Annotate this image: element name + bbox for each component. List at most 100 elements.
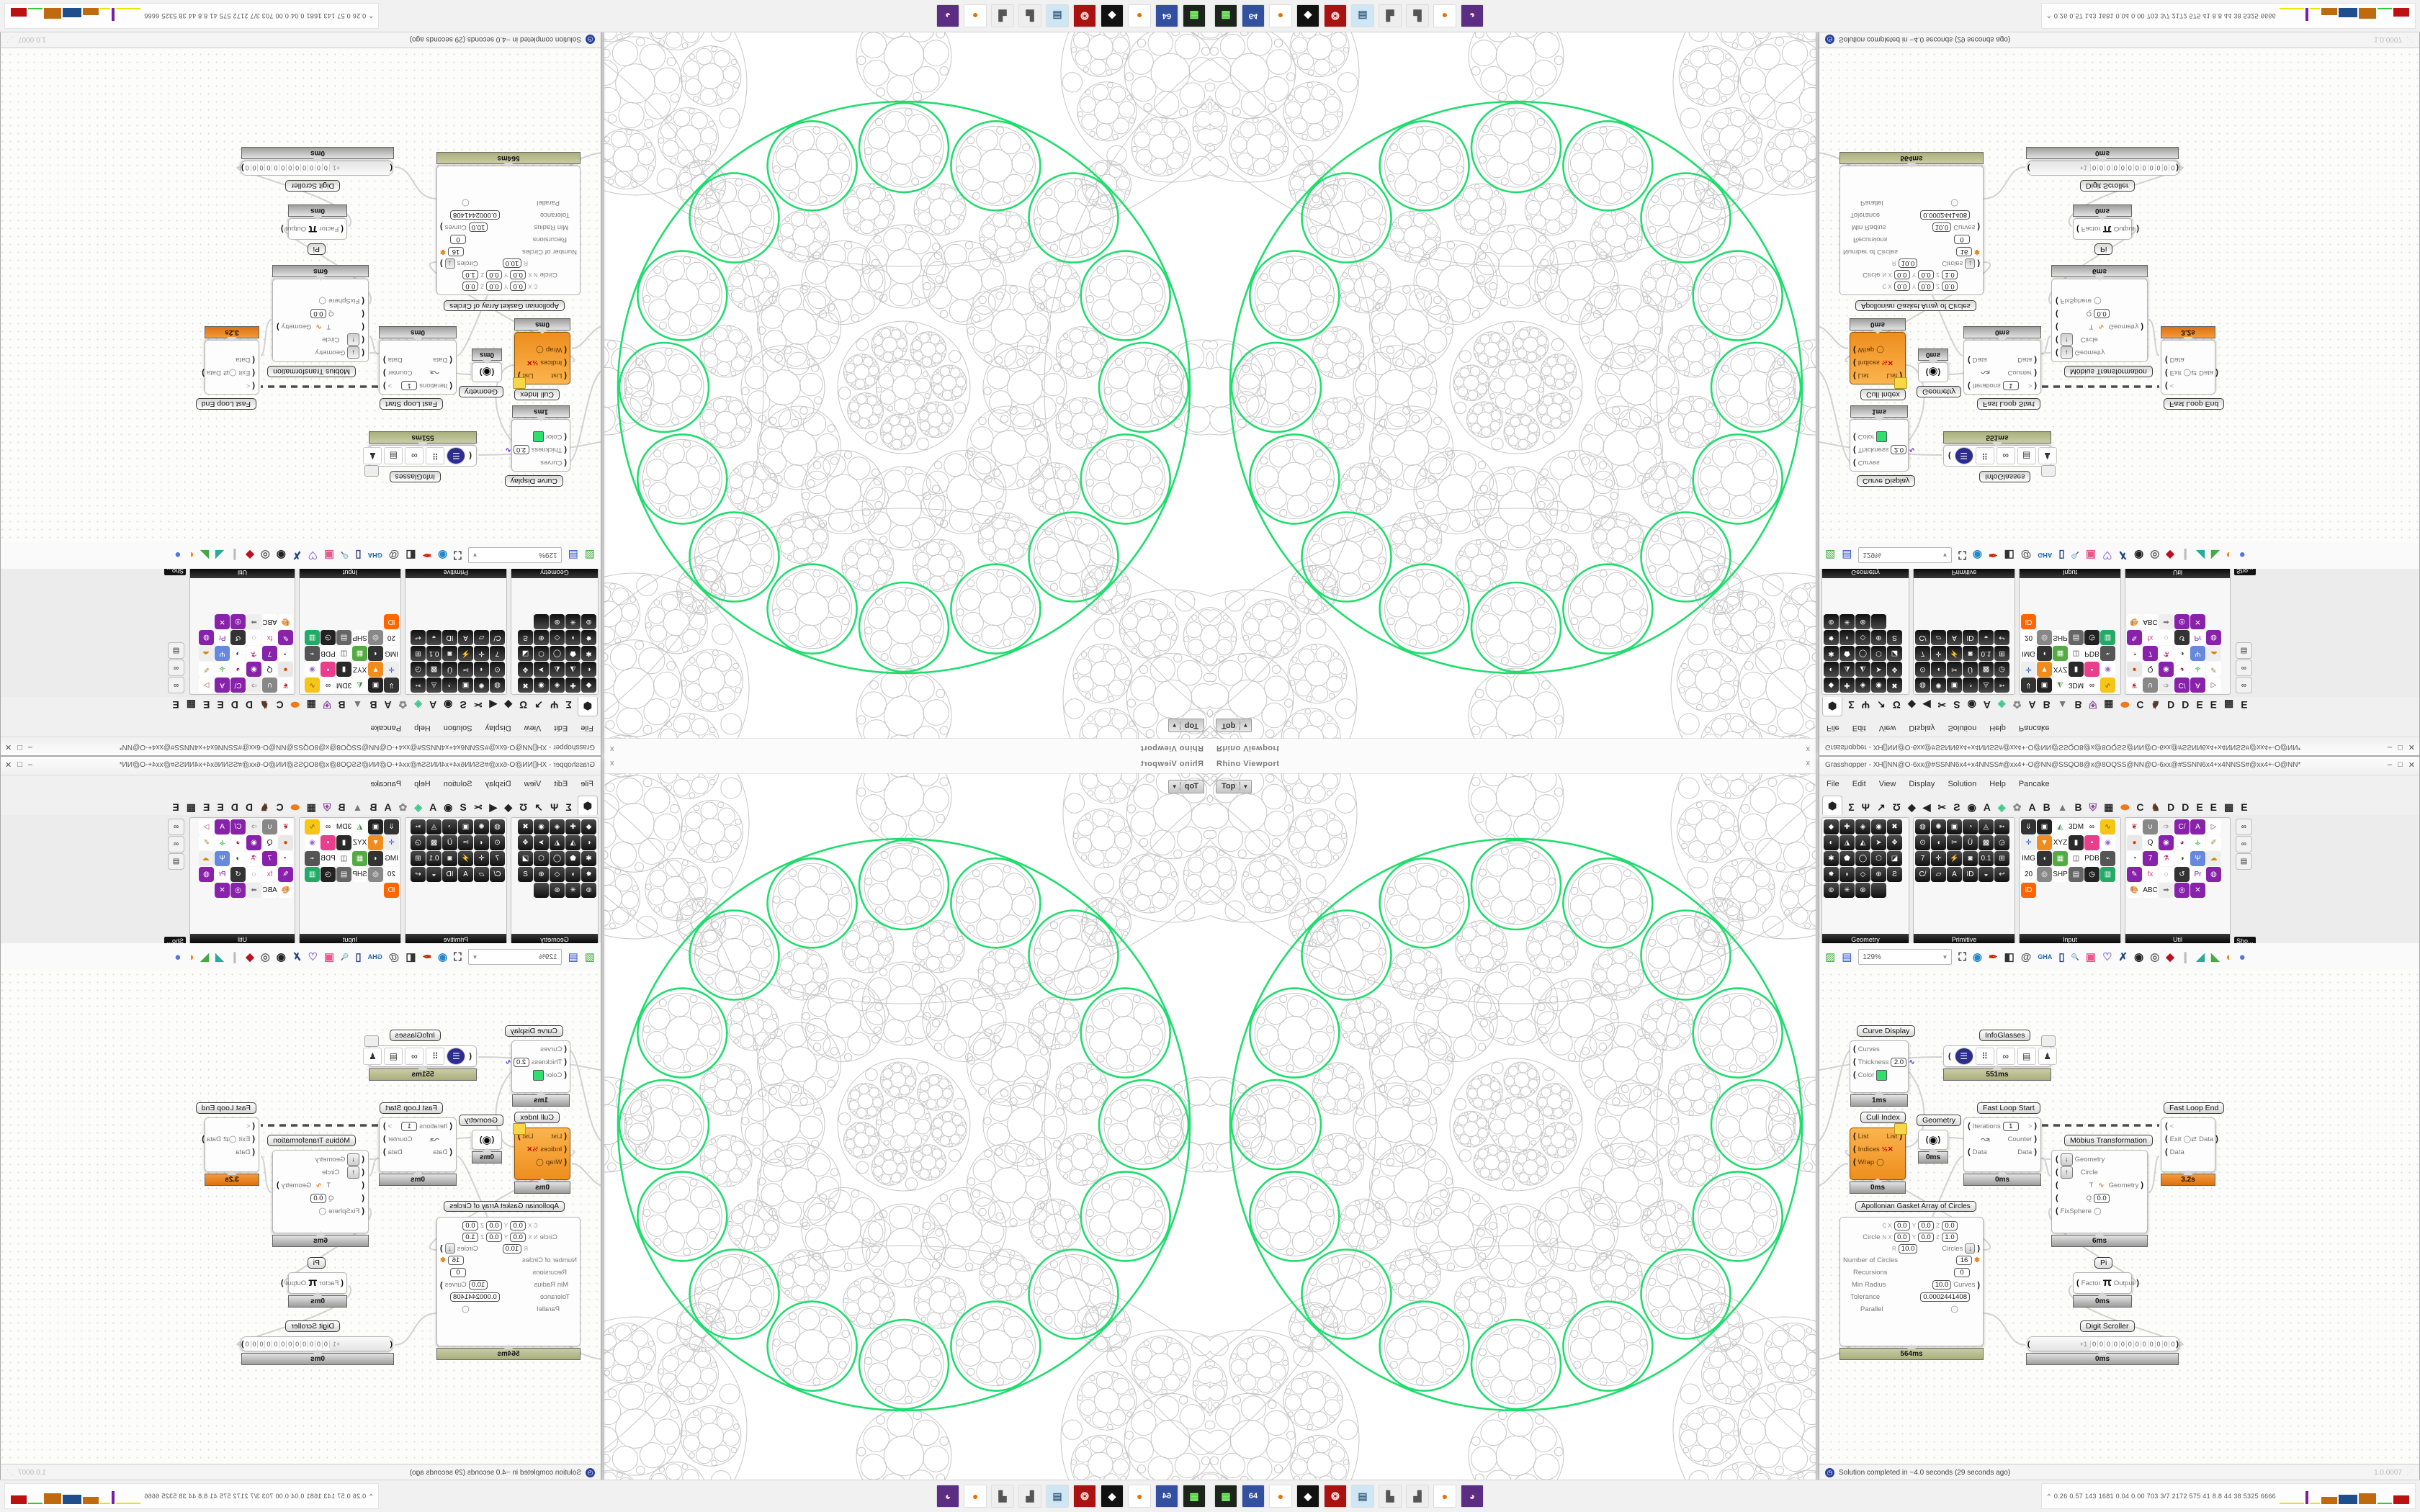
menu-item-help[interactable]: Help xyxy=(414,724,431,732)
component-tab-1[interactable]: Σ xyxy=(565,801,572,813)
component-icon[interactable]: ◐ xyxy=(1824,835,1839,850)
digit-cell[interactable]: 0 xyxy=(322,164,330,172)
node-label-fast-loop-start[interactable]: Fast Loop Start xyxy=(1977,398,2040,410)
component-tab-8[interactable]: Ƨ xyxy=(1953,801,1960,813)
palette-label[interactable]: Geometry xyxy=(1822,567,1909,578)
taskbar-app-icon[interactable]: ▟ xyxy=(991,4,1014,27)
component-icon[interactable]: ◉ xyxy=(2100,662,2115,677)
component-icon[interactable]: ◔ xyxy=(2127,851,2142,866)
menu-item-pancake[interactable]: Pancake xyxy=(2018,780,2050,788)
component-icon[interactable]: ⌁ xyxy=(2100,646,2115,661)
viewport-close-icon[interactable]: x xyxy=(1806,759,1811,768)
node-label-fast-loop-end[interactable]: Fast Loop End xyxy=(195,398,256,410)
component-tab-2[interactable]: Ψ xyxy=(550,699,559,711)
grasshopper-titlebar[interactable]: Grasshopper - XH[]NN@O-6xx@#SSNN6x4+x4NN… xyxy=(1819,737,2419,755)
component-icon[interactable]: ● xyxy=(2127,662,2142,677)
component-tab-3[interactable]: ↗ xyxy=(534,801,544,813)
component-icon[interactable]: ▪ xyxy=(2084,835,2099,850)
taskbar-app-icon[interactable]: ▙ xyxy=(1018,4,1041,27)
apollonian-gasket-canvas[interactable] xyxy=(604,773,1210,1480)
viewport-projection-dropdown[interactable]: Top ▼ xyxy=(1216,780,1252,793)
minimize-button[interactable]: – xyxy=(27,743,32,752)
component-icon[interactable]: ◔ xyxy=(442,678,457,693)
system-tray[interactable]: ^ 0.26 0.57 143 1681 0.04 0.00 703 3/7 2… xyxy=(4,1483,380,1509)
component-icon[interactable]: ⬡ xyxy=(1871,851,1886,866)
component-icon[interactable]: ⬟ xyxy=(565,646,581,661)
component-icon[interactable]: ◍ xyxy=(490,678,505,693)
digit-cell[interactable]: 0 xyxy=(2154,164,2162,172)
component-icon[interactable]: Ψ xyxy=(215,646,230,661)
node-label-infoglasses[interactable]: InfoGlasses xyxy=(1979,471,2031,482)
component-icon[interactable]: ◗ xyxy=(1839,630,1855,645)
component-icon[interactable]: ✺ xyxy=(474,819,489,834)
component-icon[interactable]: ▣ xyxy=(1947,819,1962,834)
component-icon[interactable]: ✛ xyxy=(2021,662,2036,677)
component-icon[interactable]: ◶ xyxy=(1994,835,2009,850)
component-icon[interactable]: ▩ xyxy=(1978,662,1994,677)
component-icon[interactable]: ✎ xyxy=(278,867,293,882)
taskbar-app-icon[interactable]: ▙ xyxy=(1379,4,1402,27)
component-icon[interactable]: PDB xyxy=(321,851,336,866)
toolbar-icon[interactable]: ◣ xyxy=(200,549,210,562)
component-icon[interactable]: ▦ xyxy=(2053,851,2068,866)
component-tab-20[interactable]: C xyxy=(2136,699,2144,711)
component-tab-17[interactable]: ⛨ xyxy=(323,699,331,711)
toolbar-icon[interactable]: ▣ xyxy=(2085,950,2097,963)
component-icon[interactable]: 7 xyxy=(262,646,277,661)
component-icon[interactable]: ◈ xyxy=(1855,819,1870,834)
component-icon[interactable]: ◭ xyxy=(550,835,565,850)
toolbar-icon[interactable]: ❙ xyxy=(230,549,240,562)
component-tab-3[interactable]: ↗ xyxy=(1876,699,1886,711)
zoom-dropdown[interactable]: 129% ▼ xyxy=(467,547,562,563)
component-icon[interactable]: ⬡ xyxy=(534,851,549,866)
component-icon[interactable]: ◔ xyxy=(442,819,457,834)
digit-cell[interactable]: 0 xyxy=(265,164,273,172)
tray-chevron-icon[interactable]: ^ xyxy=(369,12,373,19)
node-label-curve-display[interactable]: Curve Display xyxy=(504,1025,563,1037)
component-icon[interactable]: ☁ xyxy=(199,851,214,866)
node-label-digit-scroller[interactable]: Digit Scroller xyxy=(285,1320,340,1332)
node-label-apollonian[interactable]: Apollonian Gasket Array of Circles xyxy=(1855,1201,1976,1212)
component-icon[interactable]: ◒ xyxy=(1978,867,1994,882)
component-icon[interactable]: Ƨ xyxy=(518,630,533,645)
component-icon[interactable]: ⬟ xyxy=(565,851,581,866)
component-tab-3[interactable]: ↗ xyxy=(534,699,544,711)
taskbar-app-icon[interactable]: ◕ xyxy=(1461,4,1484,27)
toolbar-icon[interactable]: ◆ xyxy=(246,950,254,963)
minimize-button[interactable]: – xyxy=(2388,760,2393,769)
component-tab-11[interactable]: ◈ xyxy=(1997,801,2006,813)
component-icon[interactable]: ✂ xyxy=(1947,662,1962,677)
component-icon[interactable]: ✺ xyxy=(474,678,489,693)
component-icon[interactable]: ▮ xyxy=(336,662,351,677)
component-icon[interactable]: ⚡ xyxy=(458,646,473,661)
node-label-geometry[interactable]: Geometry xyxy=(458,1115,503,1126)
component-icon[interactable]: ⚶ xyxy=(2190,835,2205,850)
component-icon[interactable]: ◙ xyxy=(442,646,457,661)
component-tab-21[interactable]: ♞ xyxy=(259,801,269,813)
menu-item-help[interactable]: Help xyxy=(1989,780,2006,788)
digit-cell[interactable]: 0 xyxy=(2140,164,2148,172)
node-label-digit-scroller[interactable]: Digit Scroller xyxy=(2080,180,2135,192)
component-tab-19[interactable]: ⬬ xyxy=(290,699,300,711)
node-mobius[interactable]: (↓ Geometry (↑ Circle (T ∿ Geometry) (Q 0.0 (… xyxy=(272,1150,369,1233)
component-icon[interactable]: ▣ xyxy=(458,819,473,834)
digit-cell[interactable]: 0 xyxy=(2097,1340,2105,1348)
component-tab-3[interactable]: ↗ xyxy=(1876,801,1886,813)
menu-item-file[interactable]: File xyxy=(581,780,593,788)
toolbar-icon[interactable]: ◧ xyxy=(405,950,416,963)
component-icon[interactable]: ☁ xyxy=(2206,851,2221,866)
component-icon[interactable]: ✎ xyxy=(2127,867,2142,882)
component-icon[interactable]: Q xyxy=(262,662,277,677)
component-tab-23[interactable]: D xyxy=(230,699,238,711)
infoglasses-icon[interactable]: ⠿ xyxy=(1975,447,1994,464)
taskbar-app-icon[interactable]: ▙ xyxy=(1018,1485,1041,1508)
toolbar-icon[interactable]: ◉ xyxy=(276,549,286,562)
component-tab-8[interactable]: Ƨ xyxy=(460,699,467,711)
digit-cell[interactable]: 0 xyxy=(2090,1340,2097,1348)
component-tab-22[interactable]: D xyxy=(2167,801,2175,813)
component-icon[interactable]: ✕ xyxy=(215,883,230,898)
component-icon[interactable]: ▷ xyxy=(2206,678,2221,693)
component-icon[interactable]: ◖ xyxy=(1931,662,1946,677)
digit-cell[interactable]: 0 xyxy=(301,1340,309,1348)
comment-bubble[interactable] xyxy=(364,465,379,477)
